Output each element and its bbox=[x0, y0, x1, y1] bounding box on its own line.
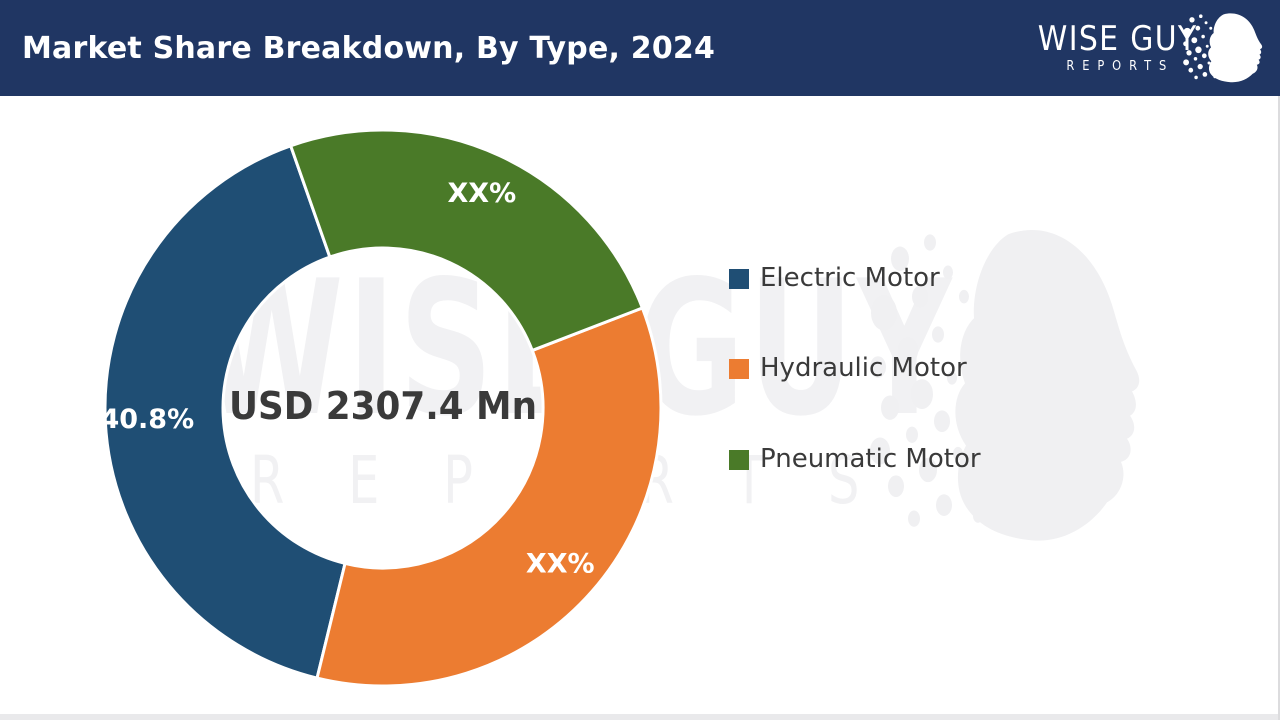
pie-segment-electric-motor bbox=[103, 144, 347, 680]
legend-label: Electric Motor bbox=[760, 263, 940, 293]
donut-chart-svg: 40.8% XX% XX% bbox=[100, 128, 663, 688]
page-title: Market Share Breakdown, By Type, 2024 bbox=[22, 30, 716, 66]
legend-label: Hydraulic Motor bbox=[760, 353, 967, 384]
pie-segment-value-label: XX% bbox=[526, 548, 595, 579]
legend-swatch-pneumatic-motor bbox=[729, 449, 749, 470]
donut-center-total: USD 2307.4 Mn bbox=[228, 384, 538, 428]
legend-item-pneumatic-motor: Pneumatic Motor bbox=[729, 443, 981, 474]
pie-segment-pneumatic-motor bbox=[289, 128, 644, 352]
legend-label: Pneumatic Motor bbox=[760, 443, 981, 474]
chart-legend: Electric Motor Hydraulic Motor Pneumatic… bbox=[729, 263, 981, 536]
legend-item-electric-motor: Electric Motor bbox=[729, 263, 981, 293]
legend-item-hydraulic-motor: Hydraulic Motor bbox=[729, 353, 981, 384]
legend-swatch-electric-motor bbox=[729, 269, 749, 289]
bottom-strip bbox=[0, 714, 1280, 720]
pie-segment-value-label: XX% bbox=[447, 178, 516, 209]
donut-chart: 40.8% XX% XX% bbox=[83, 108, 683, 708]
brand-subtitle: REPORTS bbox=[1066, 58, 1175, 74]
brand-logo: WISE GUY REPORTS bbox=[1016, 6, 1270, 90]
legend-swatch-hydraulic-motor bbox=[729, 359, 749, 380]
right-border bbox=[1278, 96, 1280, 720]
header: Market Share Breakdown, By Type, 2024 WI… bbox=[0, 0, 1280, 96]
pie-segment-hydraulic-motor bbox=[315, 306, 663, 688]
pie-segment-value-label: 40.8% bbox=[100, 404, 194, 435]
brand-name: WISE GUY bbox=[1038, 19, 1198, 60]
brand-logo-text: WISE GUY REPORTS bbox=[1038, 19, 1198, 74]
